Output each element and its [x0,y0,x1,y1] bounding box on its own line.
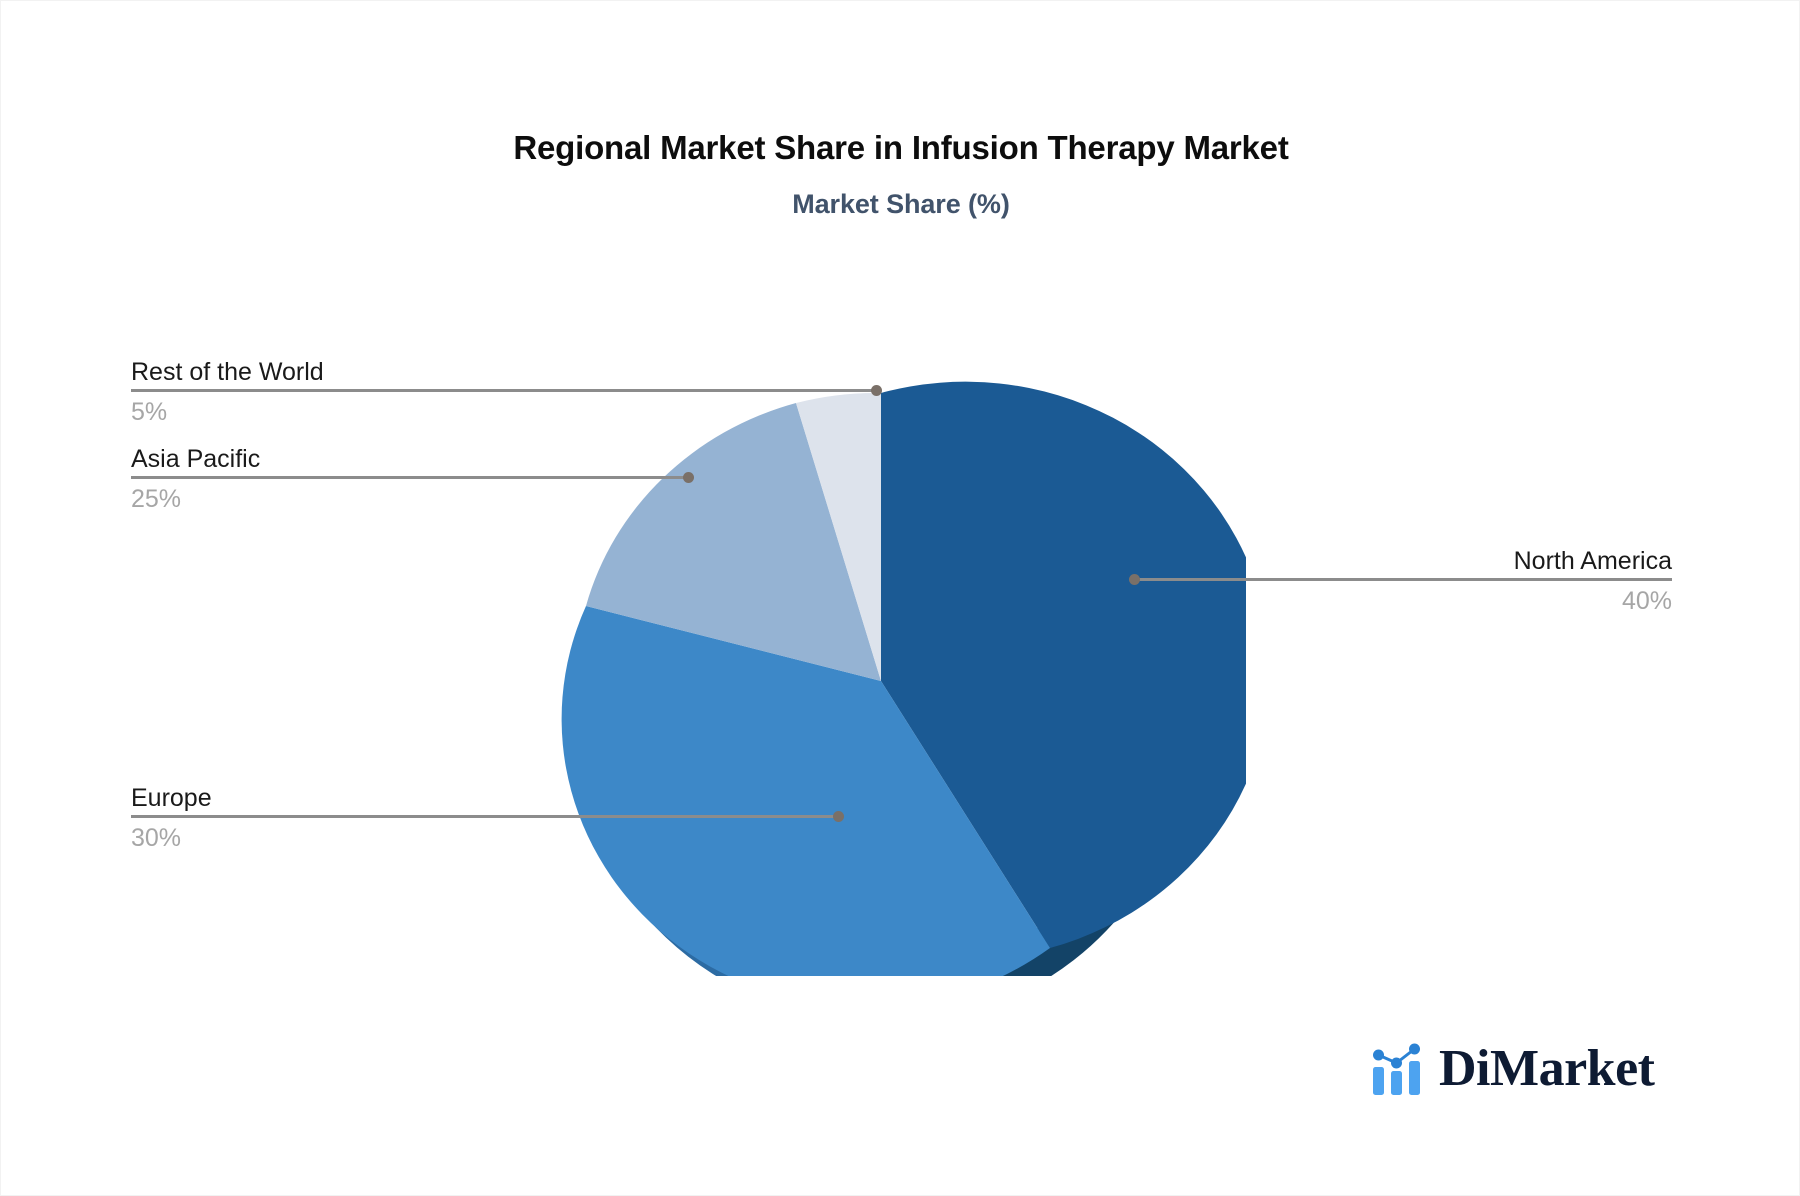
leader-dot-north-america [1129,574,1140,585]
brand-name: DiMarket [1439,1040,1655,1097]
leader-dot-rest-of-world [871,385,882,396]
bar-chart-logo-icon [1373,1043,1420,1095]
leader-line-north-america [1134,578,1672,581]
pie-slice-rest-of-world[interactable] [796,392,881,681]
callout-label-north-america: North America [1513,547,1672,575]
callout-value-asia-pacific: 25% [131,485,182,513]
callout-label-europe: Europe [131,784,212,812]
leader-dot-europe [833,811,844,822]
brand-logo: DiMarket [1369,1040,1655,1097]
callout-value-north-america: 40% [1621,587,1672,615]
leader-line-rest-of-world [131,389,876,392]
pie-slice-north-america[interactable] [881,381,1246,948]
leader-line-asia-pacific [131,476,688,479]
callout-label-rest-of-world: Rest of the World [131,358,324,386]
callout-value-europe: 30% [131,824,182,852]
pie-slice-europe[interactable] [561,606,1050,976]
callout-value-rest-of-world: 5% [131,398,168,426]
callout-label-asia-pacific: Asia Pacific [131,445,261,473]
leader-line-europe [131,815,838,818]
pie-slice-asia-pacific[interactable] [586,403,881,681]
leader-dot-asia-pacific [683,472,694,483]
chart-title: Regional Market Share in Infusion Therap… [513,129,1289,166]
chart-subtitle: Market Share (%) [792,189,1010,219]
pie-chart [561,381,1246,976]
